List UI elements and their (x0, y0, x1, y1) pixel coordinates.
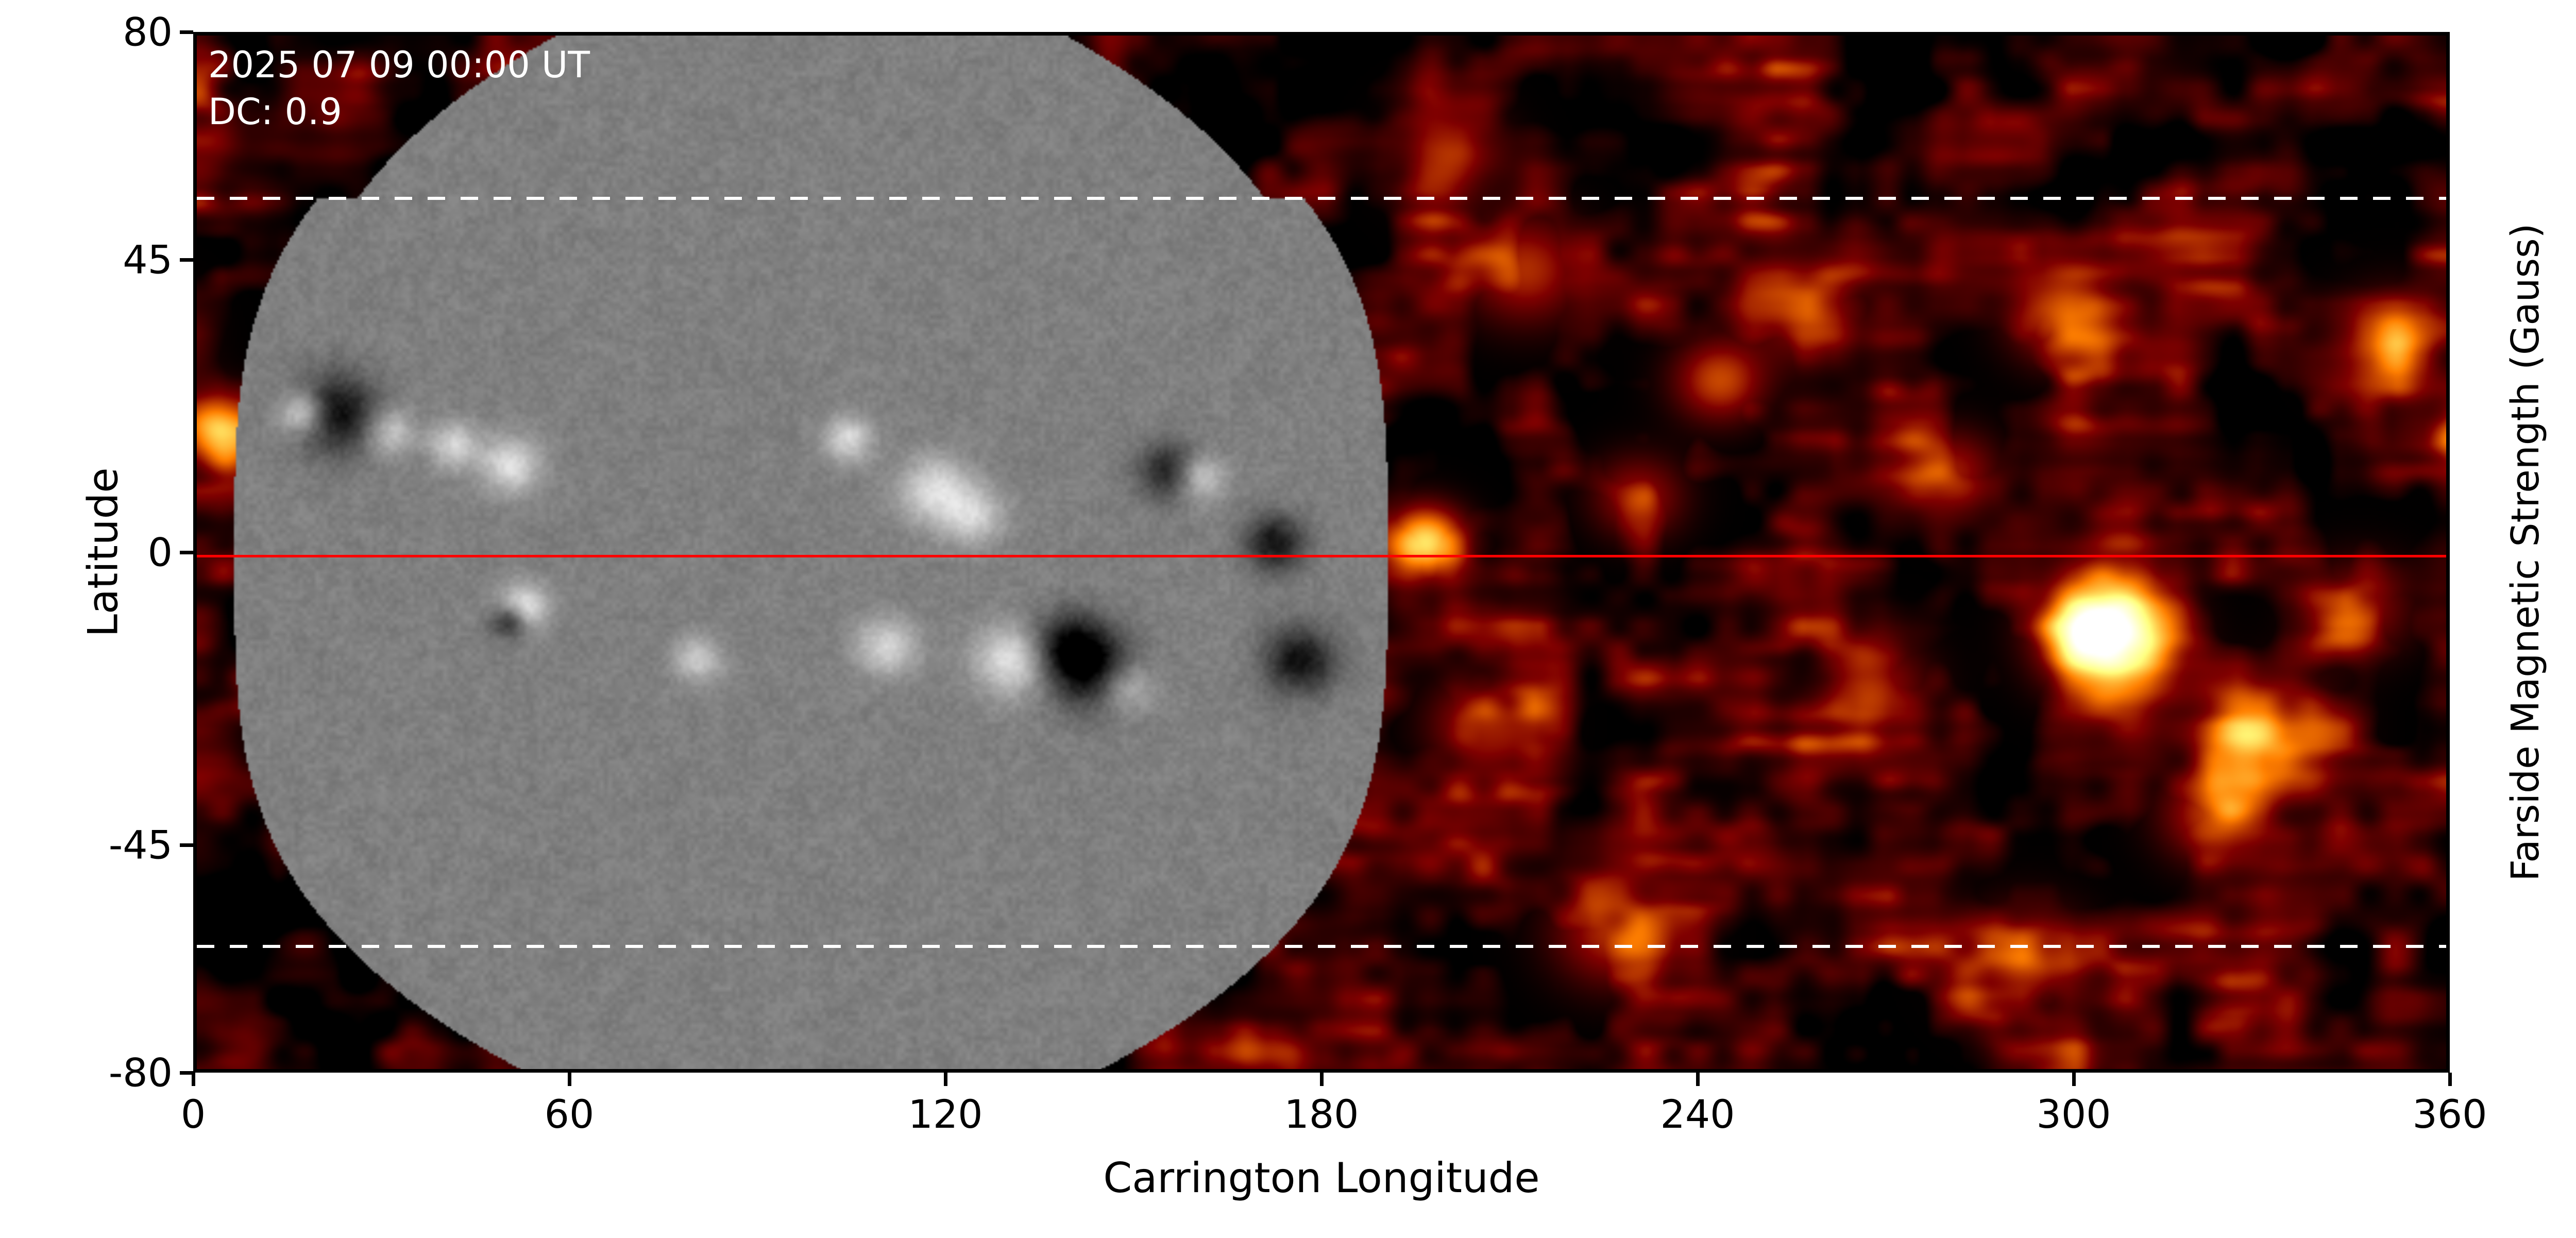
x-tick (1320, 1073, 1324, 1086)
y-tick-label: -45 (108, 822, 173, 868)
y-tick (180, 258, 193, 262)
x-tick-label: 300 (2036, 1091, 2111, 1137)
y-axis-title: Latitude (79, 467, 127, 637)
x-tick-label: 360 (2412, 1091, 2487, 1137)
plot-clip: 2025 07 09 00:00 UT DC: 0.9 (197, 36, 2446, 1069)
x-tick-label: 180 (1284, 1091, 1359, 1137)
y-tick (180, 551, 193, 554)
frontside-magnetogram (197, 36, 2446, 1069)
x-tick (944, 1073, 947, 1086)
x-tick (2072, 1073, 2076, 1086)
south-polar-dashed-line (197, 944, 2446, 948)
x-tick (2448, 1073, 2452, 1086)
y-tick-label: 80 (123, 9, 173, 55)
x-tick-label: 60 (544, 1091, 595, 1137)
north-polar-dashed-line (197, 196, 2446, 200)
equator-line (197, 555, 2446, 557)
x-tick-label: 120 (908, 1091, 983, 1137)
y-tick (180, 30, 193, 34)
x-tick (568, 1073, 571, 1086)
x-tick (1696, 1073, 1700, 1086)
farside-colorbar-title: Farside Magnetic Strength (Gauss) (2503, 223, 2548, 881)
y-tick-label: 0 (147, 529, 173, 575)
x-axis-title: Carrington Longitude (1103, 1154, 1540, 1202)
timestamp-annotation: 2025 07 09 00:00 UT DC: 0.9 (208, 44, 590, 133)
x-tick (192, 1073, 195, 1086)
y-tick-label: -80 (108, 1049, 173, 1096)
y-tick (180, 1071, 193, 1075)
synoptic-map-axes: 2025 07 09 00:00 UT DC: 0.9 (193, 32, 2450, 1073)
y-tick-label: 45 (123, 236, 173, 283)
x-tick-label: 0 (180, 1091, 206, 1137)
x-tick-label: 240 (1660, 1091, 1735, 1137)
y-tick (180, 843, 193, 847)
